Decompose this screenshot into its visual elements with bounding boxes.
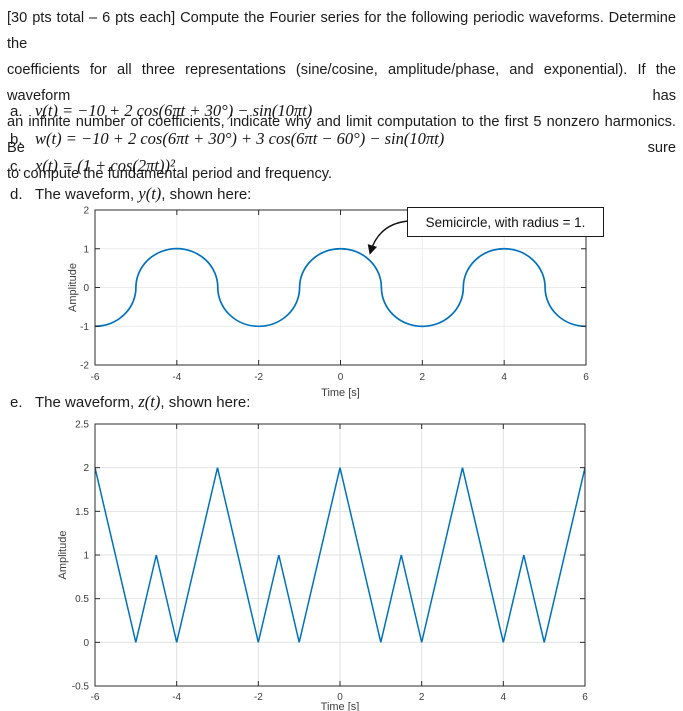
x-tick-label: 0 xyxy=(338,372,344,383)
item-equation: v(t) = −10 + 2 cos(6πt + 30°) − sin(10πt… xyxy=(35,101,313,120)
x-tick-label: 2 xyxy=(420,372,426,383)
y-axis-label: Amplitude xyxy=(57,531,69,580)
x-tick-label: -6 xyxy=(91,372,100,383)
y-tick-label: 2 xyxy=(83,463,89,474)
y-tick-label: -2 xyxy=(80,361,89,372)
semicircle-annotation-box: Semicircle, with radius = 1. xyxy=(407,207,604,237)
y-axis-label: Amplitude xyxy=(67,263,79,312)
item-text: , shown here: xyxy=(160,394,251,411)
problem-item-c: c. x(t) = (1 + cos(2πt))² xyxy=(10,156,670,176)
y-tick-label: -0.5 xyxy=(72,682,90,693)
problem-item-b: b. w(t) = −10 + 2 cos(6πt + 30°) + 3 cos(… xyxy=(10,129,670,149)
y-tick-label: 0.5 xyxy=(75,594,89,605)
item-equation: y(t) xyxy=(138,184,162,203)
x-tick-label: -4 xyxy=(172,372,181,383)
problem-item-a: a. v(t) = −10 + 2 cos(6πt + 30°) − sin(10… xyxy=(10,101,670,121)
x-tick-label: 0 xyxy=(337,692,343,703)
item-equation: z(t) xyxy=(138,392,161,411)
problem-item-e: e. The waveform, z(t), shown here: xyxy=(10,392,670,412)
intro-line: an infinite number of coefficients, indi… xyxy=(7,114,676,156)
problem-item-d: d. The waveform, y(t), shown here: xyxy=(10,184,670,204)
item-letter: b. xyxy=(10,131,23,148)
x-tick-label: 4 xyxy=(501,372,507,383)
item-letter: a. xyxy=(10,103,23,120)
intro-line: coefficients for all three representatio… xyxy=(7,62,676,104)
y-tick-label: 1 xyxy=(83,244,89,255)
x-tick-label: 4 xyxy=(501,692,507,703)
y-tick-label: 0 xyxy=(83,283,89,294)
intro-line: to compute the fundamental period and fr… xyxy=(7,166,333,182)
x-axis-label: Time [s] xyxy=(321,701,360,711)
item-letter: d. xyxy=(10,186,23,203)
y-tick-label: 2 xyxy=(83,206,89,217)
x-tick-label: -2 xyxy=(254,372,263,383)
y-tick-label: 0 xyxy=(83,638,89,649)
waveform-line xyxy=(95,467,585,643)
item-text: , shown here: xyxy=(161,186,252,203)
item-letter: e. xyxy=(10,394,23,411)
item-text: The waveform, xyxy=(35,394,139,411)
y-tick-label: 1 xyxy=(83,551,89,562)
y-tick-label: -1 xyxy=(80,322,89,333)
annotation-arrow xyxy=(367,220,409,255)
waveform-line xyxy=(95,247,586,328)
waveform-z-chart: -6 -4 -2 0 2 4 6 -0.5 0 0.5 1 1.5 2 2.5 Time [s] Amplit… xyxy=(57,420,588,711)
x-tick-label: -6 xyxy=(91,692,100,703)
item-letter: c. xyxy=(10,158,22,175)
annotation-text: Semicircle, with radius = 1. xyxy=(425,214,586,230)
y-tick-label: 1.5 xyxy=(75,507,89,518)
x-tick-label: 6 xyxy=(582,692,588,703)
item-text: The waveform, xyxy=(35,186,139,203)
item-equation: x(t) = (1 + cos(2πt))² xyxy=(35,156,175,175)
x-axis-label: Time [s] xyxy=(321,387,360,399)
x-tick-label: -2 xyxy=(254,692,263,703)
y-tick-label: 2.5 xyxy=(75,420,89,431)
x-tick-label: 6 xyxy=(583,372,589,383)
x-tick-label: -4 xyxy=(172,692,181,703)
item-equation: w(t) = −10 + 2 cos(6πt + 30°) + 3 cos(6π… xyxy=(35,129,445,148)
intro-line: [30 pts total – 6 pts each] Compute the … xyxy=(7,10,676,52)
problem-statement: [30 pts total – 6 pts each] Compute the … xyxy=(7,5,676,187)
x-tick-label: 2 xyxy=(419,692,425,703)
